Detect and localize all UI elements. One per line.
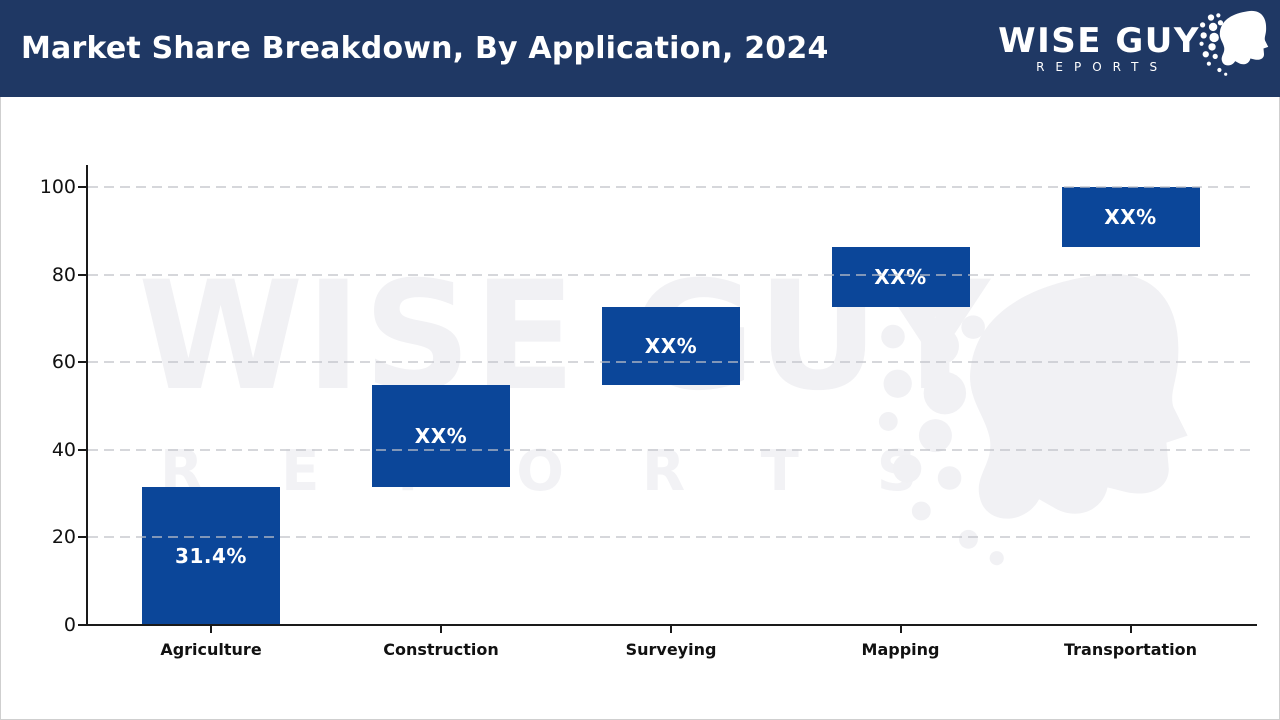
bar-agriculture: 31.4% bbox=[142, 487, 280, 625]
brand-logo-text: WISE GUY REPORTS bbox=[998, 20, 1200, 75]
x-tick-agriculture bbox=[210, 626, 212, 633]
watermark-subbrand-text: REPORTS bbox=[160, 439, 996, 504]
x-axis-spine bbox=[86, 624, 1257, 626]
header-band: Market Share Breakdown, By Application, … bbox=[0, 0, 1280, 97]
y-axis-spine bbox=[86, 165, 88, 626]
x-tick-mapping bbox=[899, 626, 902, 633]
y-tick-60 bbox=[78, 361, 86, 364]
bar-construction: XX% bbox=[372, 384, 510, 488]
brand-logo: WISE GUY REPORTS bbox=[998, 6, 1270, 92]
watermark-face-icon bbox=[878, 273, 1188, 566]
brand-subname: REPORTS bbox=[1036, 60, 1169, 75]
y-tick-80 bbox=[78, 273, 86, 276]
x-tick-label-construction: Construction bbox=[383, 640, 499, 659]
gridline-80 bbox=[88, 273, 1256, 276]
y-tick-label-60: 60 bbox=[51, 351, 76, 374]
bar-transportation: XX% bbox=[1061, 187, 1200, 247]
x-tick-label-agriculture: Agriculture bbox=[160, 640, 262, 659]
x-tick-label-mapping: Mapping bbox=[861, 640, 940, 659]
bar-value-label-construction: XX% bbox=[414, 424, 468, 449]
y-tick-label-0: 0 bbox=[63, 614, 76, 636]
y-tick-label-20: 20 bbox=[51, 526, 76, 549]
gridline-40 bbox=[88, 448, 1256, 451]
y-tick-label-40: 40 bbox=[51, 438, 76, 461]
bar-mapping: XX% bbox=[831, 246, 970, 308]
gridline-60 bbox=[88, 361, 1256, 364]
brand-face-icon bbox=[1199, 10, 1269, 76]
x-tick-label-surveying: Surveying bbox=[625, 640, 717, 659]
bar-surveying: XX% bbox=[602, 307, 740, 385]
x-tick-label-transportation: Transportation bbox=[1063, 640, 1198, 659]
y-tick-40 bbox=[78, 448, 86, 451]
gridline-100 bbox=[88, 186, 1256, 188]
y-tick-label-80: 80 bbox=[51, 263, 76, 286]
bar-value-label-mapping: XX% bbox=[874, 265, 927, 289]
y-tick-100 bbox=[78, 186, 86, 188]
y-tick-0 bbox=[78, 624, 86, 626]
bar-value-label-surveying: XX% bbox=[644, 334, 698, 359]
x-tick-surveying bbox=[670, 626, 672, 633]
x-tick-construction bbox=[440, 626, 442, 633]
y-tick-20 bbox=[78, 536, 86, 539]
y-tick-label-100: 100 bbox=[39, 176, 76, 198]
gridline-20 bbox=[88, 536, 1256, 539]
brand-name: WISE GUY bbox=[998, 20, 1200, 61]
bar-value-label-transportation: XX% bbox=[1104, 204, 1157, 229]
chart-title: Market Share Breakdown, By Application, … bbox=[21, 31, 829, 66]
bar-value-label-agriculture: 31.4% bbox=[175, 544, 247, 569]
x-tick-transportation bbox=[1129, 626, 1132, 633]
